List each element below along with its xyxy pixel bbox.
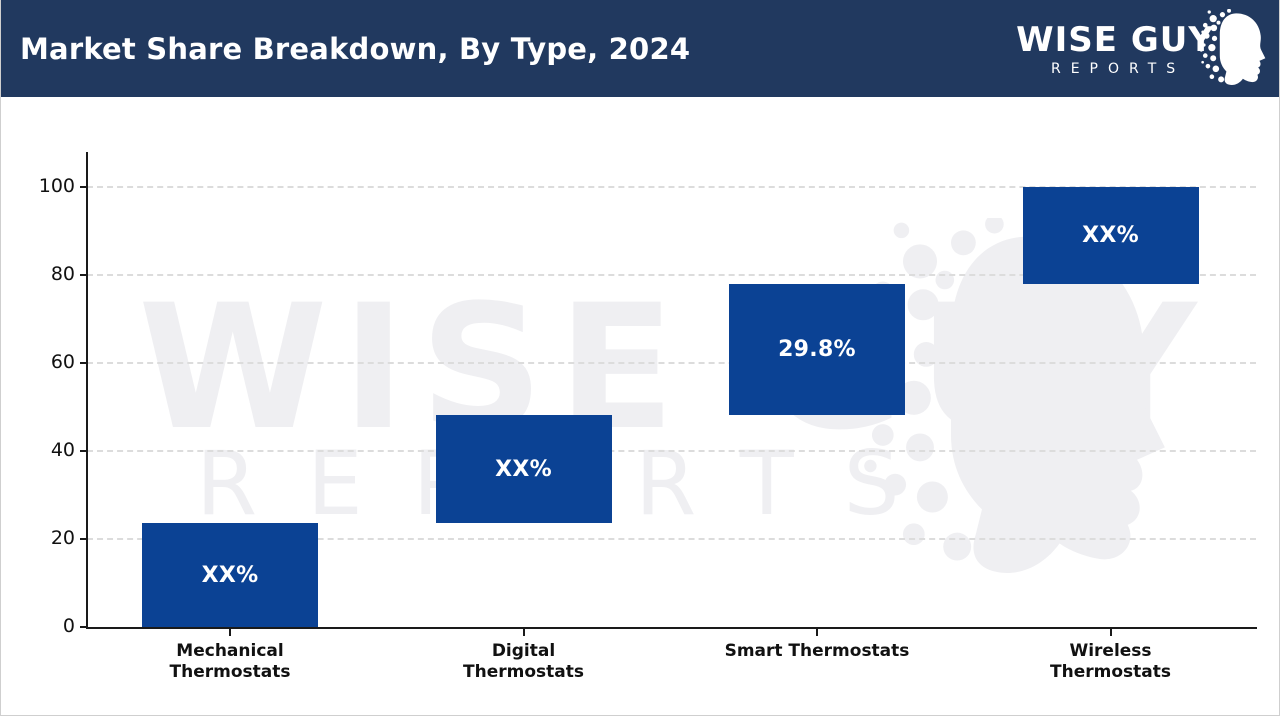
bar-wireless-thermostats: XX% bbox=[1022, 187, 1199, 284]
gridline-100 bbox=[87, 186, 1256, 188]
page-title: Market Share Breakdown, By Type, 2024 bbox=[20, 31, 691, 66]
gridline-40 bbox=[87, 450, 1256, 452]
y-tick-20 bbox=[80, 538, 87, 540]
y-tick-label-0: 0 bbox=[62, 615, 75, 637]
bar-value-label: XX% bbox=[201, 562, 259, 588]
y-tick-60 bbox=[80, 362, 87, 364]
x-category-label-3: Smart Thermostats bbox=[657, 641, 977, 662]
bar-mechanical-thermostats: XX% bbox=[142, 523, 318, 627]
x-tick-3 bbox=[816, 629, 818, 636]
y-tick-80 bbox=[80, 274, 87, 276]
x-category-label-line: Wireless bbox=[1069, 641, 1152, 661]
x-category-label-1: Mechanical Thermostats bbox=[70, 641, 390, 683]
y-tick-label-100: 100 bbox=[38, 175, 75, 197]
x-category-label-line: Mechanical bbox=[176, 641, 284, 661]
gridline-80 bbox=[87, 274, 1256, 276]
y-tick-label-60: 60 bbox=[50, 351, 75, 373]
brand-name: WISE GUY bbox=[1016, 19, 1214, 60]
bar-smart-thermostats: 29.8% bbox=[729, 283, 905, 415]
bar-digital-thermostats: XX% bbox=[435, 414, 612, 524]
bar-value-label: 29.8% bbox=[778, 336, 856, 362]
x-category-label-line: Thermostats bbox=[1050, 662, 1171, 682]
x-category-label-line: Thermostats bbox=[169, 662, 291, 682]
y-tick-label-80: 80 bbox=[50, 263, 75, 285]
y-tick-0 bbox=[80, 626, 87, 628]
x-tick-2 bbox=[522, 629, 525, 636]
x-tick-1 bbox=[229, 629, 231, 636]
y-tick-40 bbox=[80, 450, 87, 452]
brand-subname: REPORTS bbox=[1050, 60, 1186, 77]
bar-value-label: XX% bbox=[495, 456, 552, 482]
x-axis-spine bbox=[86, 627, 1257, 629]
x-category-label-4: Wireless Thermostats bbox=[951, 641, 1271, 683]
plot-area: 0 20 40 60 80 100 XX% XX% 29.8% XX% Mechanical Ther… bbox=[0, 97, 1280, 720]
x-tick-4 bbox=[1109, 629, 1112, 636]
x-category-label-2: Digital Thermostats bbox=[364, 641, 684, 683]
y-tick-100 bbox=[80, 186, 87, 188]
header-bar: Market Share Breakdown, By Type, 2024 WI… bbox=[0, 0, 1280, 97]
y-tick-label-20: 20 bbox=[50, 527, 75, 549]
y-axis-spine bbox=[86, 152, 88, 629]
x-category-label-line: Digital bbox=[491, 641, 556, 661]
gridline-20 bbox=[87, 538, 1256, 540]
bar-value-label: XX% bbox=[1082, 222, 1139, 248]
x-category-label-line: Smart Thermostats bbox=[724, 641, 910, 661]
brand-logo-text: WISE GUY REPORTS bbox=[1016, 22, 1214, 77]
brand-logo: WISE GUY REPORTS bbox=[1016, 6, 1266, 92]
gridline-60 bbox=[87, 362, 1256, 364]
x-category-label-line: Thermostats bbox=[463, 662, 584, 682]
y-tick-label-40: 40 bbox=[50, 439, 75, 461]
